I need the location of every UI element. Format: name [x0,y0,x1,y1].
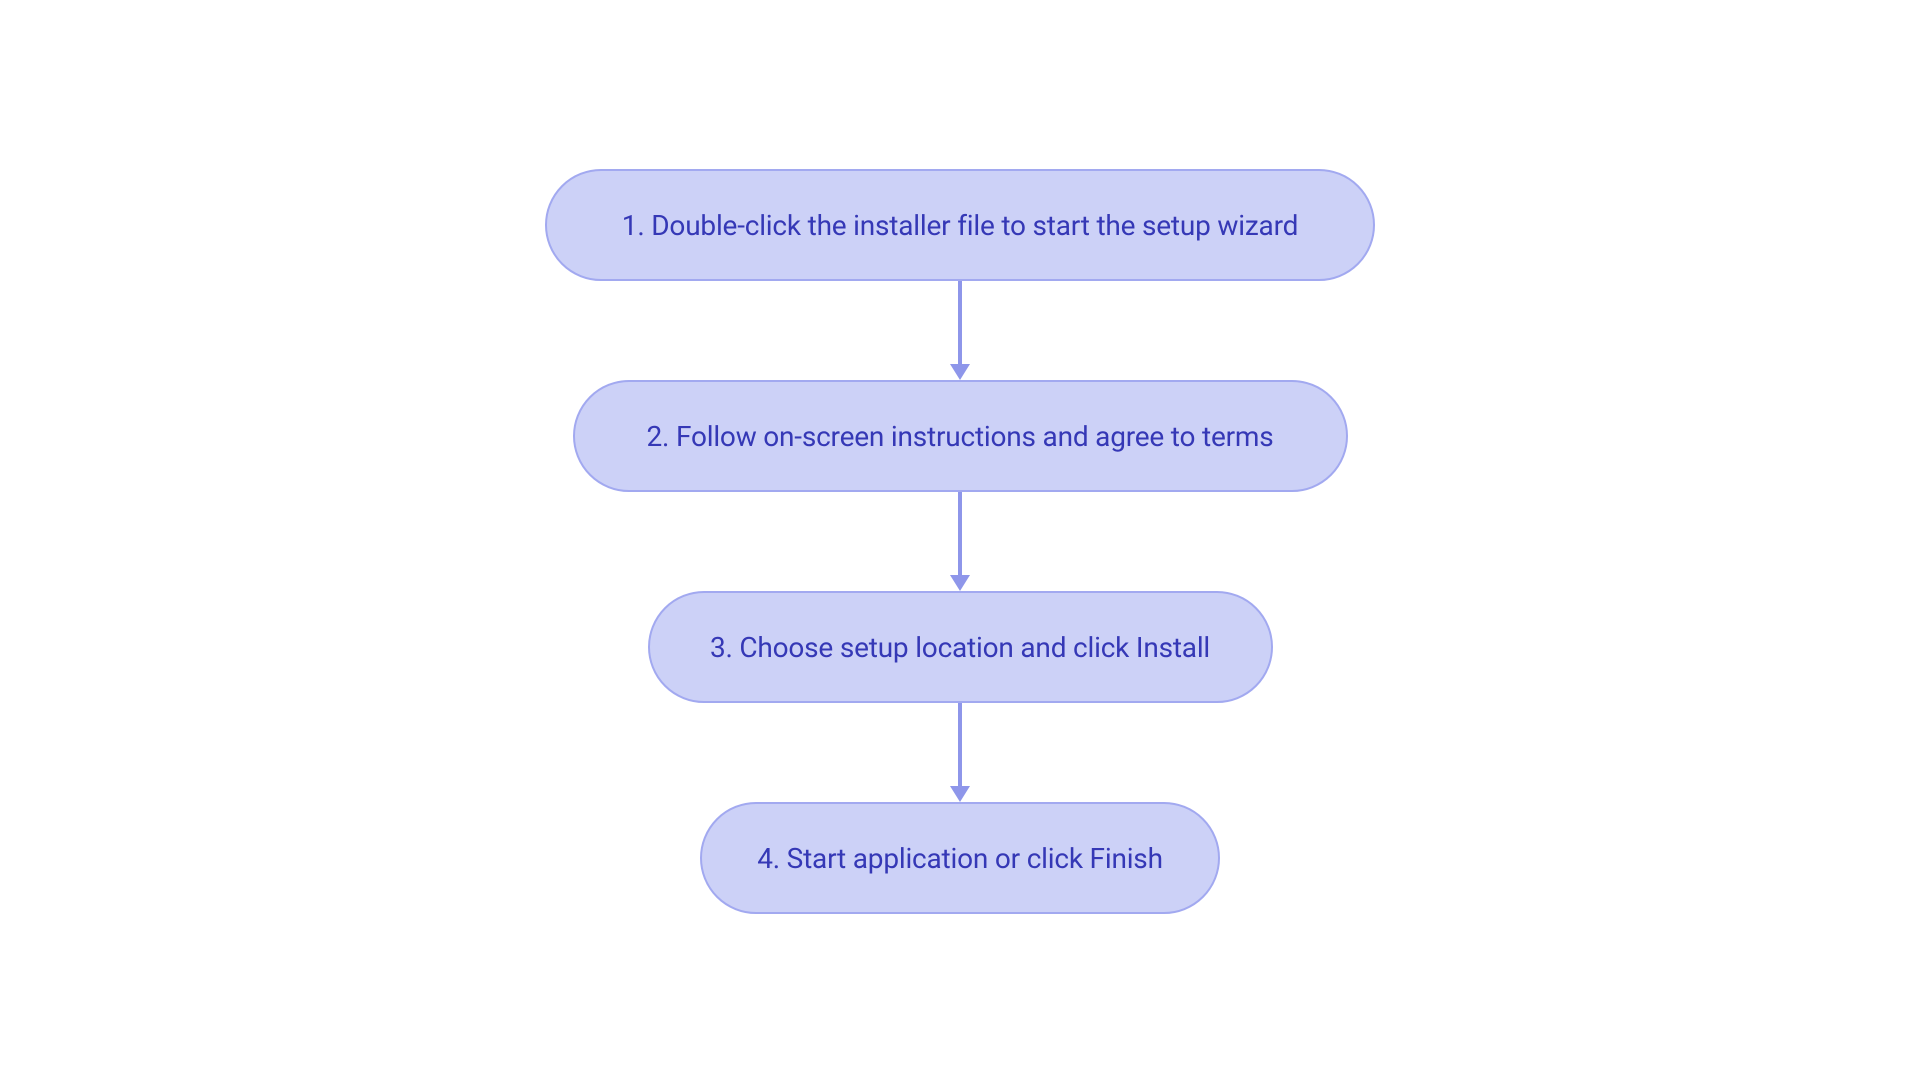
flow-node-3: 3. Choose setup location and click Insta… [648,591,1273,703]
flow-node-2-label: 2. Follow on-screen instructions and agr… [646,420,1273,453]
arrow-line [958,281,962,365]
arrow-down-icon [950,575,970,591]
flow-arrow-2 [950,492,970,591]
flow-node-2: 2. Follow on-screen instructions and agr… [573,380,1348,492]
flow-node-1: 1. Double-click the installer file to st… [545,169,1375,281]
arrow-line [958,703,962,787]
flow-arrow-1 [950,281,970,380]
flowchart: 1. Double-click the installer file to st… [545,169,1375,914]
flow-arrow-3 [950,703,970,802]
flow-node-4: 4. Start application or click Finish [700,802,1220,914]
flow-node-1-label: 1. Double-click the installer file to st… [622,209,1298,242]
flow-node-3-label: 3. Choose setup location and click Insta… [710,631,1210,664]
flow-node-4-label: 4. Start application or click Finish [757,842,1163,875]
arrow-down-icon [950,364,970,380]
arrow-line [958,492,962,576]
arrow-down-icon [950,786,970,802]
